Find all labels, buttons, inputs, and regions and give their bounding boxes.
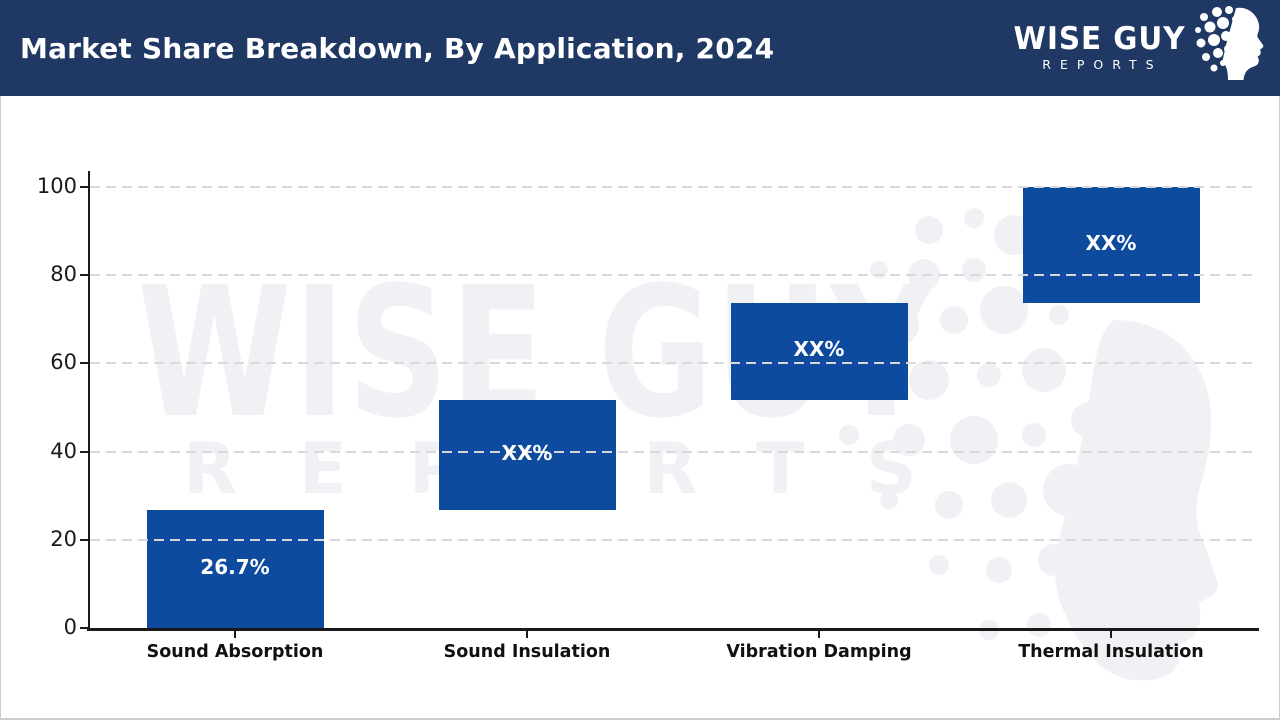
x-axis-line bbox=[87, 628, 1259, 631]
bar-sound-insulation bbox=[438, 400, 616, 511]
bar-sound-absorption bbox=[146, 510, 324, 628]
gridline-40 bbox=[90, 450, 1257, 453]
logo-subtitle: REPORTS bbox=[1042, 57, 1163, 73]
x-tick-mark bbox=[234, 630, 236, 638]
wise-guy-reports-logo: WISE GUY REPORTS bbox=[1009, 5, 1266, 91]
y-tick-mark bbox=[80, 186, 88, 188]
gridline-100 bbox=[90, 186, 1257, 188]
x-category-label: Vibration Damping bbox=[726, 642, 912, 662]
bar-value-label: XX% bbox=[1085, 230, 1137, 255]
x-tick-mark bbox=[526, 630, 528, 638]
bar-value-label: XX% bbox=[501, 441, 553, 466]
y-tick-label: 60 bbox=[50, 350, 77, 375]
y-tick-mark bbox=[80, 450, 88, 453]
gridline-80 bbox=[90, 274, 1257, 277]
page-title: Market Share Breakdown, By Application, … bbox=[20, 31, 775, 65]
logo-head-icon bbox=[1192, 5, 1266, 91]
y-tick-label: 0 bbox=[63, 615, 77, 639]
bar-thermal-insulation bbox=[1022, 187, 1200, 303]
logo-wordmark: WISE GUY bbox=[1013, 21, 1186, 58]
x-category-label: Sound Absorption bbox=[146, 642, 324, 662]
y-tick-label: 80 bbox=[50, 262, 77, 287]
y-tick-mark bbox=[80, 538, 88, 541]
bar-value-label: XX% bbox=[793, 337, 845, 362]
y-tick-label: 20 bbox=[50, 526, 77, 551]
y-tick-mark bbox=[80, 627, 88, 629]
header-bar: Market Share Breakdown, By Application, … bbox=[0, 0, 1280, 96]
x-tick-mark bbox=[818, 630, 820, 638]
watermark-head-icon bbox=[759, 200, 1219, 704]
x-tick-mark bbox=[1110, 630, 1112, 638]
x-category-label: Sound Insulation bbox=[443, 642, 611, 662]
plot-area: 0 20 40 60 80 100 26.7% Sound Absorption XX% Soun… bbox=[1, 96, 1280, 720]
y-tick-mark bbox=[80, 274, 88, 277]
x-category-label: Thermal Insulation bbox=[1018, 642, 1204, 662]
bar-value-label: 26.7% bbox=[200, 555, 270, 580]
gridline-60 bbox=[90, 362, 1257, 365]
y-tick-label: 100 bbox=[36, 174, 77, 198]
y-tick-label: 40 bbox=[50, 438, 77, 463]
logo-text: WISE GUY REPORTS bbox=[1009, 24, 1190, 72]
bar-vibration-damping bbox=[730, 302, 908, 400]
y-axis-line bbox=[88, 171, 90, 630]
gridline-20 bbox=[90, 538, 1257, 541]
y-tick-mark bbox=[80, 362, 88, 365]
